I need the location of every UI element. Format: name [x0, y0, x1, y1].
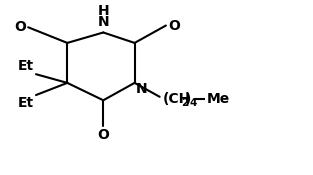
Text: Et: Et [17, 59, 33, 73]
Text: N: N [136, 82, 148, 96]
Text: N: N [97, 15, 109, 29]
Text: O: O [14, 20, 26, 34]
Text: (CH: (CH [163, 92, 191, 106]
Text: 4: 4 [190, 98, 197, 108]
Text: 2: 2 [181, 98, 188, 108]
Text: O: O [97, 128, 109, 142]
Text: Me: Me [207, 92, 230, 106]
Text: H: H [97, 4, 109, 18]
Text: Et: Et [17, 96, 33, 110]
Text: O: O [168, 19, 180, 33]
Text: ): ) [185, 92, 191, 106]
